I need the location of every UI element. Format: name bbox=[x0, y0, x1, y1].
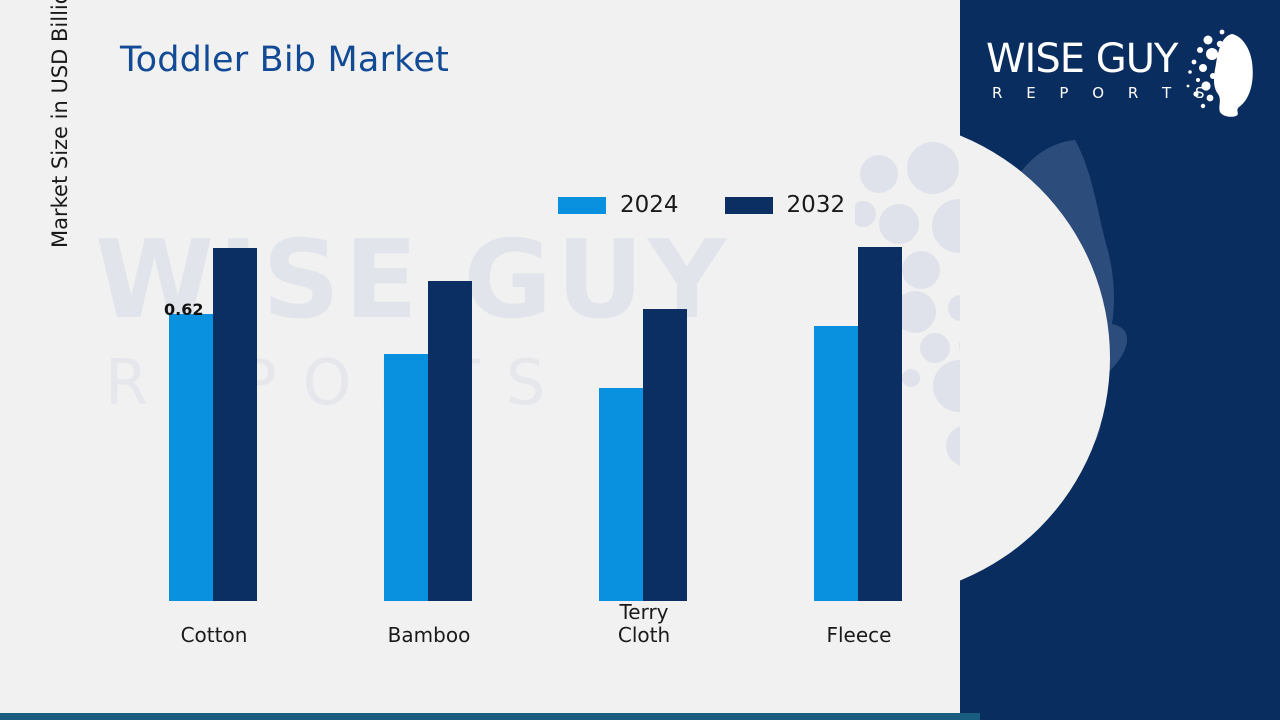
bar-chart: Market Size in USD Billion 2024 2032 0.6… bbox=[48, 0, 939, 648]
category-label-terry-cloth-line-1: Terry bbox=[619, 599, 669, 624]
category-label-terry-cloth-line-2: Cloth bbox=[617, 623, 671, 648]
page-title: Toddler Bib Market bbox=[120, 40, 450, 80]
category-label-fleece-line-1: Fleece bbox=[826, 623, 892, 648]
legend-swatch-2032 bbox=[724, 196, 773, 214]
category-label-cotton: Cotton bbox=[134, 624, 294, 648]
legend-item-2024[interactable]: 2024 bbox=[558, 192, 679, 218]
bar-cotton-2024[interactable] bbox=[169, 314, 213, 601]
footer-accent-bar bbox=[0, 713, 980, 720]
legend-swatch-2024 bbox=[558, 196, 606, 214]
bar-cotton-2032[interactable] bbox=[213, 248, 257, 601]
bar-group-cotton bbox=[169, 81, 287, 601]
bar-bamboo-2024[interactable] bbox=[384, 354, 428, 601]
bar-fleece-2024[interactable] bbox=[814, 326, 858, 601]
category-label-bamboo-line-1: Bamboo bbox=[387, 623, 471, 648]
bar-terry-cloth-2024[interactable] bbox=[599, 388, 643, 601]
legend-label-2032: 2032 bbox=[786, 192, 846, 218]
logo-subtitle: R E P O R T S bbox=[992, 84, 1214, 102]
logo-wordmark: WISE GUY bbox=[986, 36, 1178, 82]
bar-bamboo-2032[interactable] bbox=[428, 281, 472, 601]
legend-label-2024: 2024 bbox=[620, 192, 679, 218]
dotted-head-profile-icon bbox=[1186, 29, 1253, 117]
category-label-terry-cloth: Terry Cloth bbox=[564, 599, 724, 648]
bar-group-terry-cloth bbox=[599, 81, 717, 601]
bar-terry-cloth-2032[interactable] bbox=[643, 309, 687, 601]
chart-legend: 2024 2032 bbox=[558, 192, 845, 218]
plot-area: 0.62 Cotton Bamboo Terry Cloth bbox=[134, 81, 939, 648]
category-label-cotton-line-1: Cotton bbox=[180, 623, 248, 648]
bar-group-fleece bbox=[814, 81, 932, 601]
category-label-fleece: Fleece bbox=[779, 624, 939, 648]
bar-group-bamboo bbox=[384, 81, 502, 601]
legend-item-2032[interactable]: 2032 bbox=[724, 192, 846, 218]
bar-fleece-2032[interactable] bbox=[858, 247, 902, 601]
category-label-bamboo: Bamboo bbox=[349, 624, 509, 648]
brand-panel: WISE GUY R E P O R T S bbox=[960, 0, 1280, 720]
data-label-cotton-2024: 0.62 bbox=[164, 300, 204, 319]
brand-logo[interactable]: WISE GUY R E P O R T S bbox=[982, 28, 1258, 120]
